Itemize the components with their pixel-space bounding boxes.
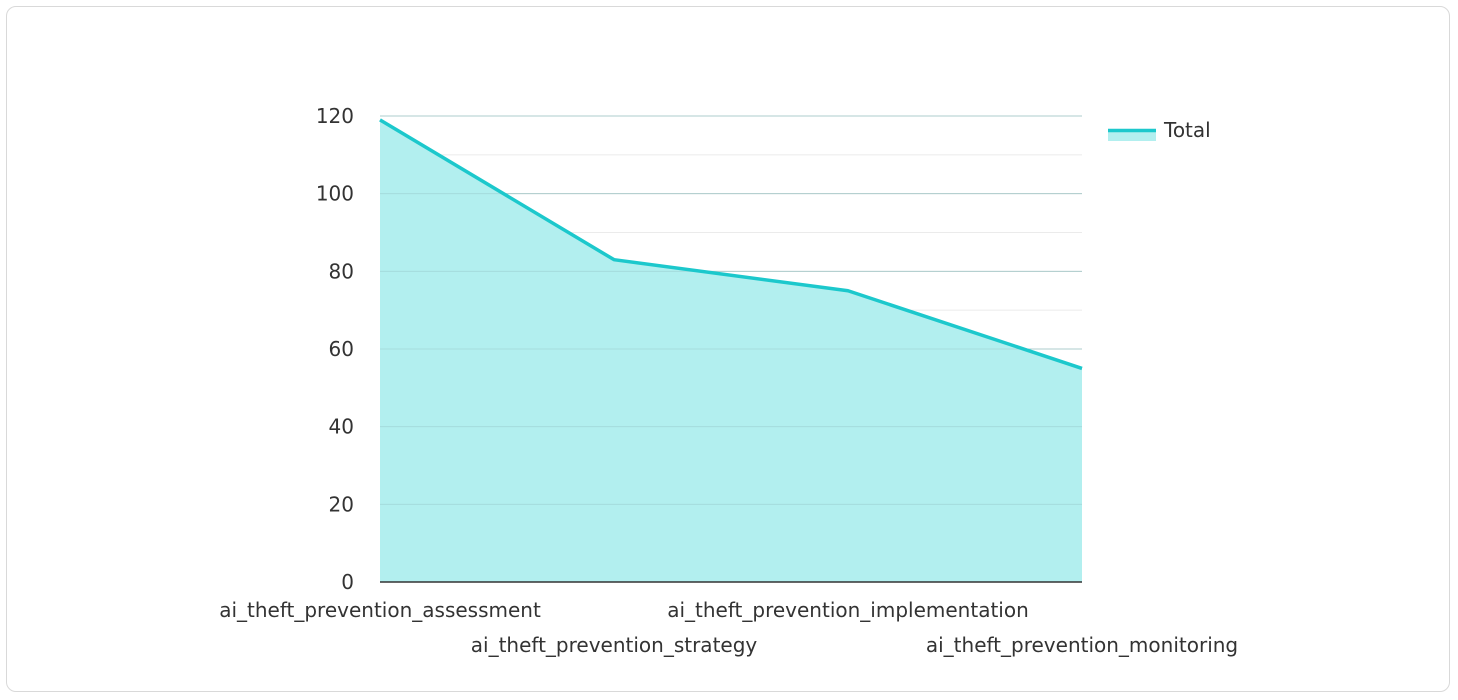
series-area-layer bbox=[376, 115, 1086, 582]
y-tick-label: 0 bbox=[341, 570, 354, 594]
legend-label-total[interactable]: Total bbox=[1163, 118, 1211, 142]
y-tick-label: 20 bbox=[329, 492, 354, 516]
x-tick-label: ai_theft_prevention_assessment bbox=[219, 598, 541, 622]
x-tick-label: ai_theft_prevention_monitoring bbox=[926, 633, 1238, 657]
legend[interactable]: Total bbox=[1108, 118, 1211, 142]
data-point-ai_theft_prevention_assessment[interactable] bbox=[376, 116, 384, 124]
series-area-total bbox=[380, 119, 1082, 582]
data-point-ai_theft_prevention_monitoring[interactable] bbox=[1078, 364, 1086, 372]
y-tick-label: 100 bbox=[316, 182, 354, 206]
y-axis-ticks: 0 20 40 60 80 100 120 bbox=[316, 104, 354, 594]
x-axis-ticks: ai_theft_prevention_assessment ai_theft_p… bbox=[219, 598, 1238, 657]
data-point-ai_theft_prevention_implementation[interactable] bbox=[844, 287, 852, 295]
y-tick-label: 120 bbox=[316, 104, 354, 128]
data-point-ai_theft_prevention_strategy[interactable] bbox=[610, 256, 618, 264]
y-tick-label: 40 bbox=[329, 415, 354, 439]
y-tick-label: 60 bbox=[329, 337, 354, 361]
series-line-total[interactable] bbox=[379, 118, 1083, 371]
x-tick-label: ai_theft_prevention_implementation bbox=[667, 598, 1029, 622]
x-tick-label: ai_theft_prevention_strategy bbox=[471, 633, 758, 657]
y-tick-label: 80 bbox=[329, 259, 354, 283]
